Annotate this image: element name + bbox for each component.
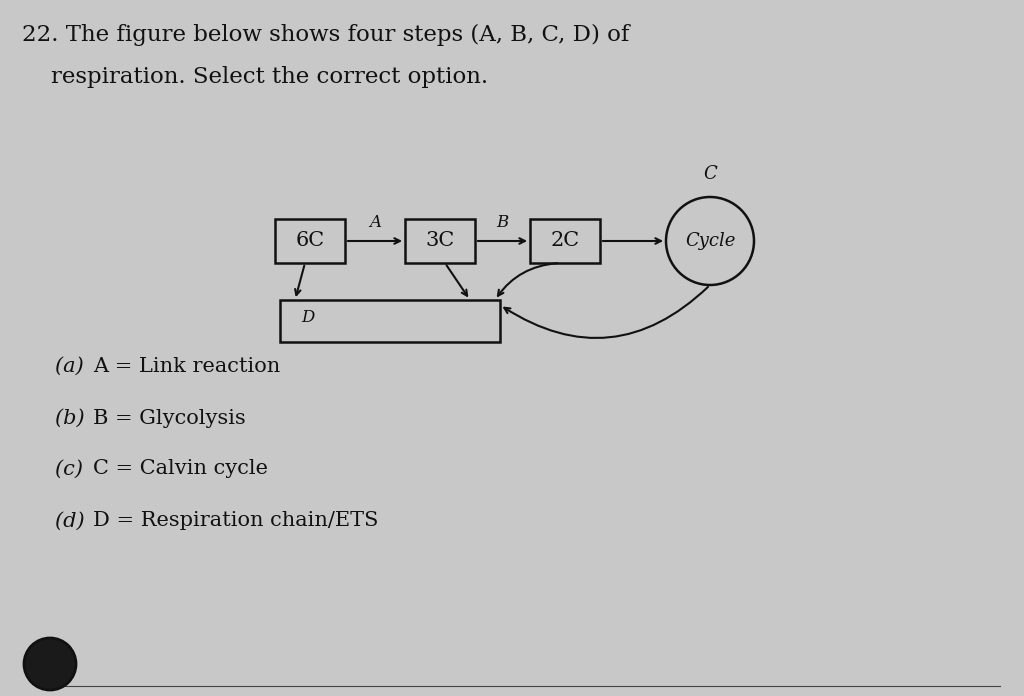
Bar — [280, 300, 500, 342]
Text: B: B — [497, 214, 509, 231]
Text: 3C: 3C — [425, 232, 455, 251]
Text: (b): (b) — [55, 409, 91, 427]
Circle shape — [24, 638, 76, 690]
Text: C = Calvin cycle: C = Calvin cycle — [93, 459, 268, 479]
Text: C: C — [703, 165, 717, 183]
Text: respiration. Select the correct option.: respiration. Select the correct option. — [22, 66, 488, 88]
Bar — [530, 219, 600, 263]
Text: B = Glycolysis: B = Glycolysis — [93, 409, 246, 427]
Text: D = Respiration chain/ETS: D = Respiration chain/ETS — [93, 512, 379, 530]
Text: 6C: 6C — [296, 232, 325, 251]
Text: Cycle: Cycle — [685, 232, 735, 250]
Text: 2C: 2C — [551, 232, 580, 251]
Text: (c): (c) — [55, 459, 90, 479]
Text: W: W — [42, 667, 57, 681]
Text: P: P — [45, 652, 55, 666]
Text: (d): (d) — [55, 512, 91, 530]
Bar — [275, 219, 345, 263]
Text: D: D — [301, 308, 314, 326]
Text: A = Link reaction: A = Link reaction — [93, 356, 281, 376]
Text: (a): (a) — [55, 356, 90, 376]
Text: A: A — [369, 214, 381, 231]
Bar — [406, 219, 475, 263]
Text: 22. The figure below shows four steps (A, B, C, D) of: 22. The figure below shows four steps (A… — [22, 24, 630, 46]
